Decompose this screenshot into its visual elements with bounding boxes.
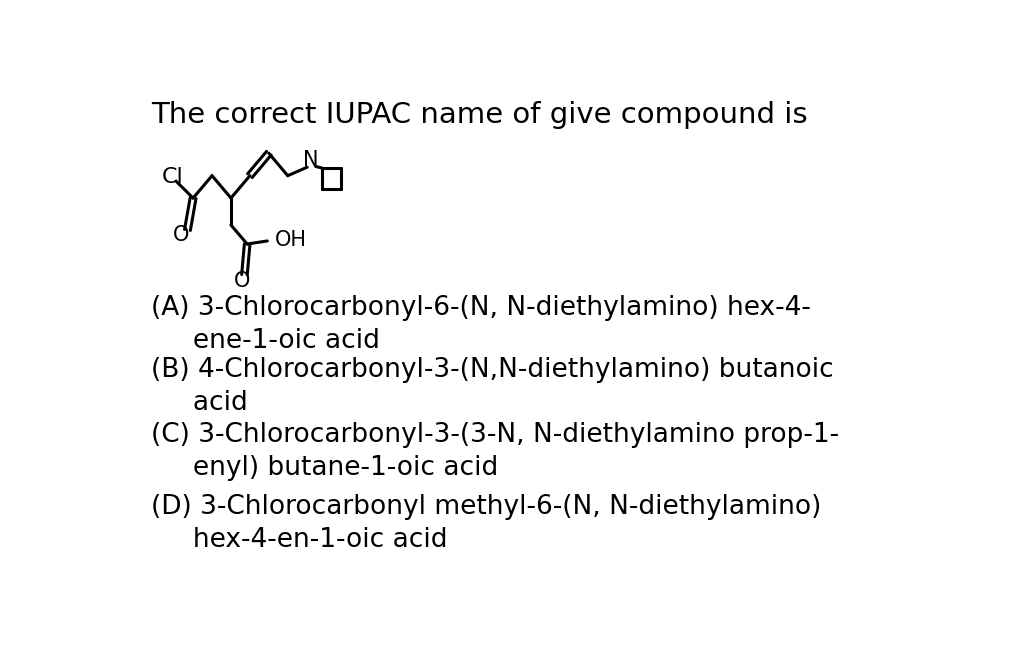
Text: O: O: [172, 225, 188, 245]
Text: O: O: [233, 271, 250, 291]
Text: OH: OH: [275, 230, 307, 250]
Text: (B) 4-Chlorocarbonyl-3-(N,N-diethylamino) butanoic: (B) 4-Chlorocarbonyl-3-(N,N-diethylamino…: [152, 357, 834, 383]
Text: acid: acid: [152, 390, 248, 416]
Text: (A) 3-Chlorocarbonyl-6-(N, N-diethylamino) hex-4-: (A) 3-Chlorocarbonyl-6-(N, N-diethylamin…: [152, 295, 811, 321]
Text: ene-1-oic acid: ene-1-oic acid: [152, 328, 380, 354]
Text: (D) 3-Chlorocarbonyl methyl-6-(N, N-diethylamino): (D) 3-Chlorocarbonyl methyl-6-(N, N-diet…: [152, 494, 821, 520]
Text: hex-4-en-1-oic acid: hex-4-en-1-oic acid: [152, 527, 447, 553]
Text: Cl: Cl: [162, 167, 184, 187]
Text: (C) 3-Chlorocarbonyl-3-(3-N, N-diethylamino prop-1-: (C) 3-Chlorocarbonyl-3-(3-N, N-diethylam…: [152, 422, 840, 448]
Text: The correct IUPAC name of give compound is: The correct IUPAC name of give compound …: [152, 101, 808, 129]
Text: N: N: [303, 151, 318, 171]
Text: enyl) butane-1-oic acid: enyl) butane-1-oic acid: [152, 456, 499, 481]
